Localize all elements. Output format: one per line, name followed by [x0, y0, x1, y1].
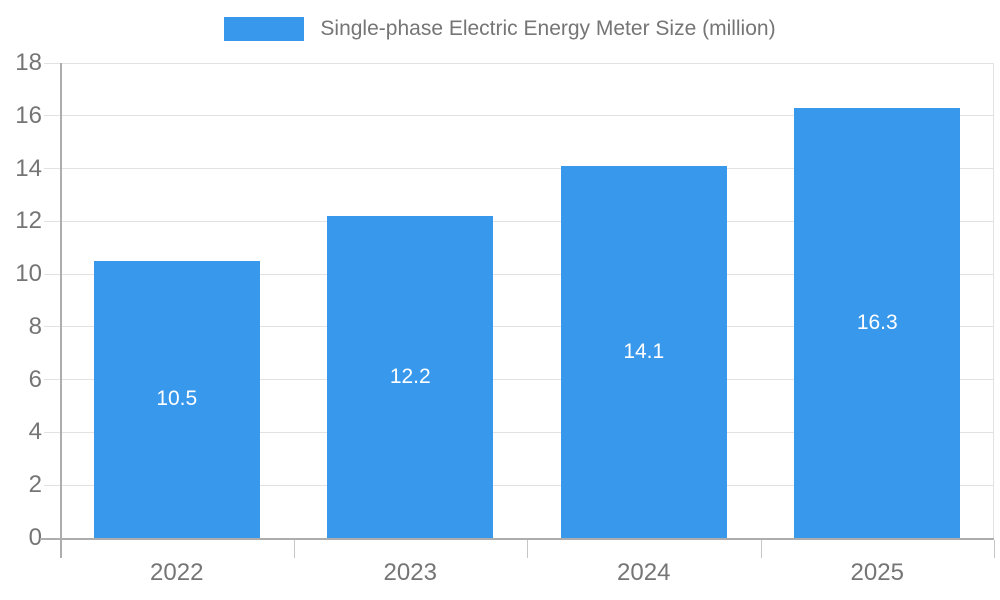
gridline: [44, 220, 994, 222]
y-tick-label: 8: [28, 312, 42, 340]
bar-value-label: 10.5: [156, 387, 198, 411]
chart-legend: Single-phase Electric Energy Meter Size …: [0, 15, 1000, 43]
legend-swatch-icon: [224, 17, 305, 41]
y-tick-label: 2: [28, 471, 42, 499]
y-axis-line: [60, 63, 62, 558]
gridline: [44, 431, 994, 433]
bar: 14.1: [560, 165, 727, 538]
x-axis-tick: [760, 540, 762, 558]
x-axis-tick: [293, 540, 295, 558]
bar-value-label: 12.2: [389, 365, 431, 389]
gridline: [44, 326, 994, 328]
gridline: [44, 379, 994, 381]
plot-right-border: [993, 63, 994, 538]
x-tick-label: 2025: [850, 559, 904, 586]
x-tick-label: 2024: [617, 559, 671, 586]
gridline: [44, 115, 994, 117]
gridline: [44, 168, 994, 170]
gridline: [44, 484, 994, 486]
gridline: [44, 62, 994, 64]
x-tick-label: 2022: [150, 559, 204, 586]
y-tick-label: 4: [28, 418, 42, 446]
y-tick-label: 18: [15, 49, 42, 76]
bar: 10.5: [93, 260, 260, 538]
bar: 12.2: [327, 216, 494, 538]
x-axis-tick: [994, 540, 995, 558]
x-axis-tick: [527, 540, 528, 558]
y-tick-label: 6: [28, 365, 42, 393]
bar: 16.3: [794, 107, 961, 538]
bar-value-label: 16.3: [856, 310, 898, 334]
legend-label: Single-phase Electric Energy Meter Size …: [320, 17, 776, 40]
x-tick-label: 2023: [383, 559, 437, 586]
x-axis-line: [40, 538, 994, 540]
y-tick-label: 16: [15, 101, 42, 129]
y-tick-label: 10: [15, 260, 42, 288]
y-tick-label: 12: [15, 207, 42, 235]
gridline: [44, 273, 994, 275]
y-tick-label: 14: [15, 154, 42, 182]
y-tick-label: 0: [28, 524, 42, 551]
bar-value-label: 14.1: [623, 339, 665, 363]
